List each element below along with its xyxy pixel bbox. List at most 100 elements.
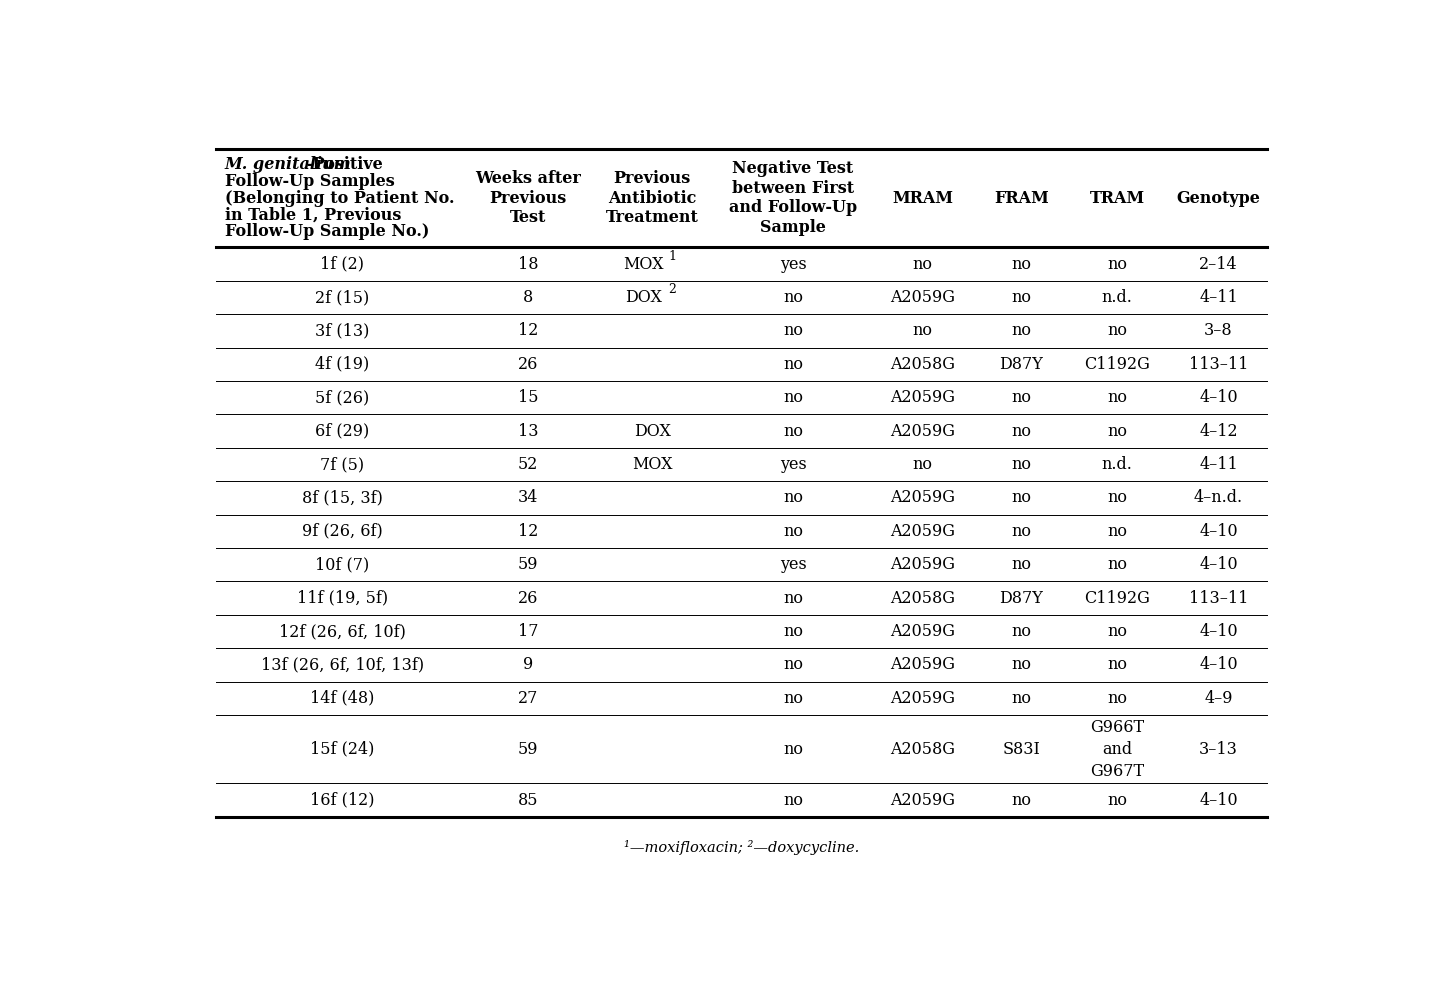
Text: no: no [784,657,803,673]
Text: A2059G: A2059G [890,289,955,306]
Text: 27: 27 [518,690,538,707]
Text: 8f (15, 3f): 8f (15, 3f) [302,489,382,507]
Text: Follow-Up Samples: Follow-Up Samples [224,173,394,190]
Text: A2059G: A2059G [890,556,955,573]
Text: yes: yes [779,556,807,573]
Text: Negative Test
between First
and Follow-Up
Sample: Negative Test between First and Follow-U… [728,160,856,236]
Text: 2f (15): 2f (15) [316,289,369,306]
Text: A2059G: A2059G [890,423,955,440]
Text: no: no [1106,523,1127,540]
Text: no: no [1106,792,1127,809]
Text: A2059G: A2059G [890,657,955,673]
Text: Genotype: Genotype [1176,189,1261,206]
Text: no: no [784,590,803,606]
Text: 8: 8 [523,289,534,306]
Text: 4–10: 4–10 [1200,792,1237,809]
Text: no: no [1106,389,1127,406]
Text: 4–n.d.: 4–n.d. [1194,489,1243,507]
Text: TRAM: TRAM [1089,189,1144,206]
Text: 52: 52 [518,456,538,473]
Text: no: no [784,322,803,339]
Text: no: no [1106,690,1127,707]
Text: no: no [1011,255,1031,272]
Text: 6f (29): 6f (29) [316,423,369,440]
Text: C1192G: C1192G [1085,590,1150,606]
Text: 26: 26 [518,590,538,606]
Text: 59: 59 [518,556,538,573]
Text: no: no [1106,657,1127,673]
Text: 3f (13): 3f (13) [316,322,369,339]
Text: 1f (2): 1f (2) [320,255,365,272]
Text: 15f (24): 15f (24) [310,740,375,757]
Text: 113–11: 113–11 [1189,590,1248,606]
Text: Weeks after
Previous
Test: Weeks after Previous Test [475,170,582,226]
Text: 10f (7): 10f (7) [316,556,369,573]
Text: A2058G: A2058G [890,740,955,757]
Text: C1192G: C1192G [1085,356,1150,373]
Text: D87Y: D87Y [999,590,1043,606]
Text: no: no [784,389,803,406]
Text: 13: 13 [518,423,538,440]
Text: 4–10: 4–10 [1200,523,1237,540]
Text: A2058G: A2058G [890,356,955,373]
Text: no: no [1106,322,1127,339]
Text: 5f (26): 5f (26) [316,389,369,406]
Text: 26: 26 [518,356,538,373]
Text: 4–11: 4–11 [1200,456,1237,473]
Text: 113–11: 113–11 [1189,356,1248,373]
Text: 11f (19, 5f): 11f (19, 5f) [297,590,388,606]
Text: no: no [1106,556,1127,573]
Text: 12: 12 [518,523,538,540]
Text: 13f (26, 6f, 10f, 13f): 13f (26, 6f, 10f, 13f) [260,657,425,673]
Text: ¹—moxifloxacin; ²—doxycycline.: ¹—moxifloxacin; ²—doxycycline. [624,840,859,855]
Text: A2059G: A2059G [890,523,955,540]
Text: 12: 12 [518,322,538,339]
Text: 9: 9 [523,657,534,673]
Text: n.d.: n.d. [1102,289,1133,306]
Text: no: no [784,489,803,507]
Text: M. genitalium: M. genitalium [224,156,352,174]
Text: (Belonging to Patient No.: (Belonging to Patient No. [224,189,454,206]
Text: no: no [784,356,803,373]
Text: 4–12: 4–12 [1200,423,1237,440]
Text: MRAM: MRAM [893,189,954,206]
Text: FRAM: FRAM [995,189,1048,206]
Text: 34: 34 [518,489,538,507]
Text: yes: yes [779,456,807,473]
Text: no: no [1106,423,1127,440]
Text: 4–9: 4–9 [1204,690,1233,707]
Text: 3–13: 3–13 [1200,740,1237,757]
Text: no: no [1011,523,1031,540]
Text: A2059G: A2059G [890,623,955,640]
Text: no: no [1011,556,1031,573]
Text: S83I: S83I [1002,740,1040,757]
Text: 14f (48): 14f (48) [310,690,375,707]
Text: 4–11: 4–11 [1200,289,1237,306]
Text: 1: 1 [669,250,676,263]
Text: A2059G: A2059G [890,489,955,507]
Text: no: no [1011,792,1031,809]
Text: 4f (19): 4f (19) [316,356,369,373]
Text: -Positive: -Positive [305,156,382,174]
Text: no: no [1011,690,1031,707]
Text: 2–14: 2–14 [1200,255,1237,272]
Text: 17: 17 [518,623,538,640]
Text: no: no [784,740,803,757]
Text: 4–10: 4–10 [1200,623,1237,640]
Text: 85: 85 [518,792,538,809]
Text: no: no [913,255,932,272]
Text: no: no [784,423,803,440]
Text: 9f (26, 6f): 9f (26, 6f) [302,523,382,540]
Text: 3–8: 3–8 [1204,322,1233,339]
Text: 16f (12): 16f (12) [310,792,375,809]
Text: no: no [1011,322,1031,339]
Text: 18: 18 [518,255,538,272]
Text: A2059G: A2059G [890,690,955,707]
Text: yes: yes [779,255,807,272]
Text: no: no [1011,489,1031,507]
Text: D87Y: D87Y [999,356,1043,373]
Text: 4–10: 4–10 [1200,556,1237,573]
Text: Follow-Up Sample No.): Follow-Up Sample No.) [224,223,429,240]
Text: no: no [1106,489,1127,507]
Text: no: no [1011,423,1031,440]
